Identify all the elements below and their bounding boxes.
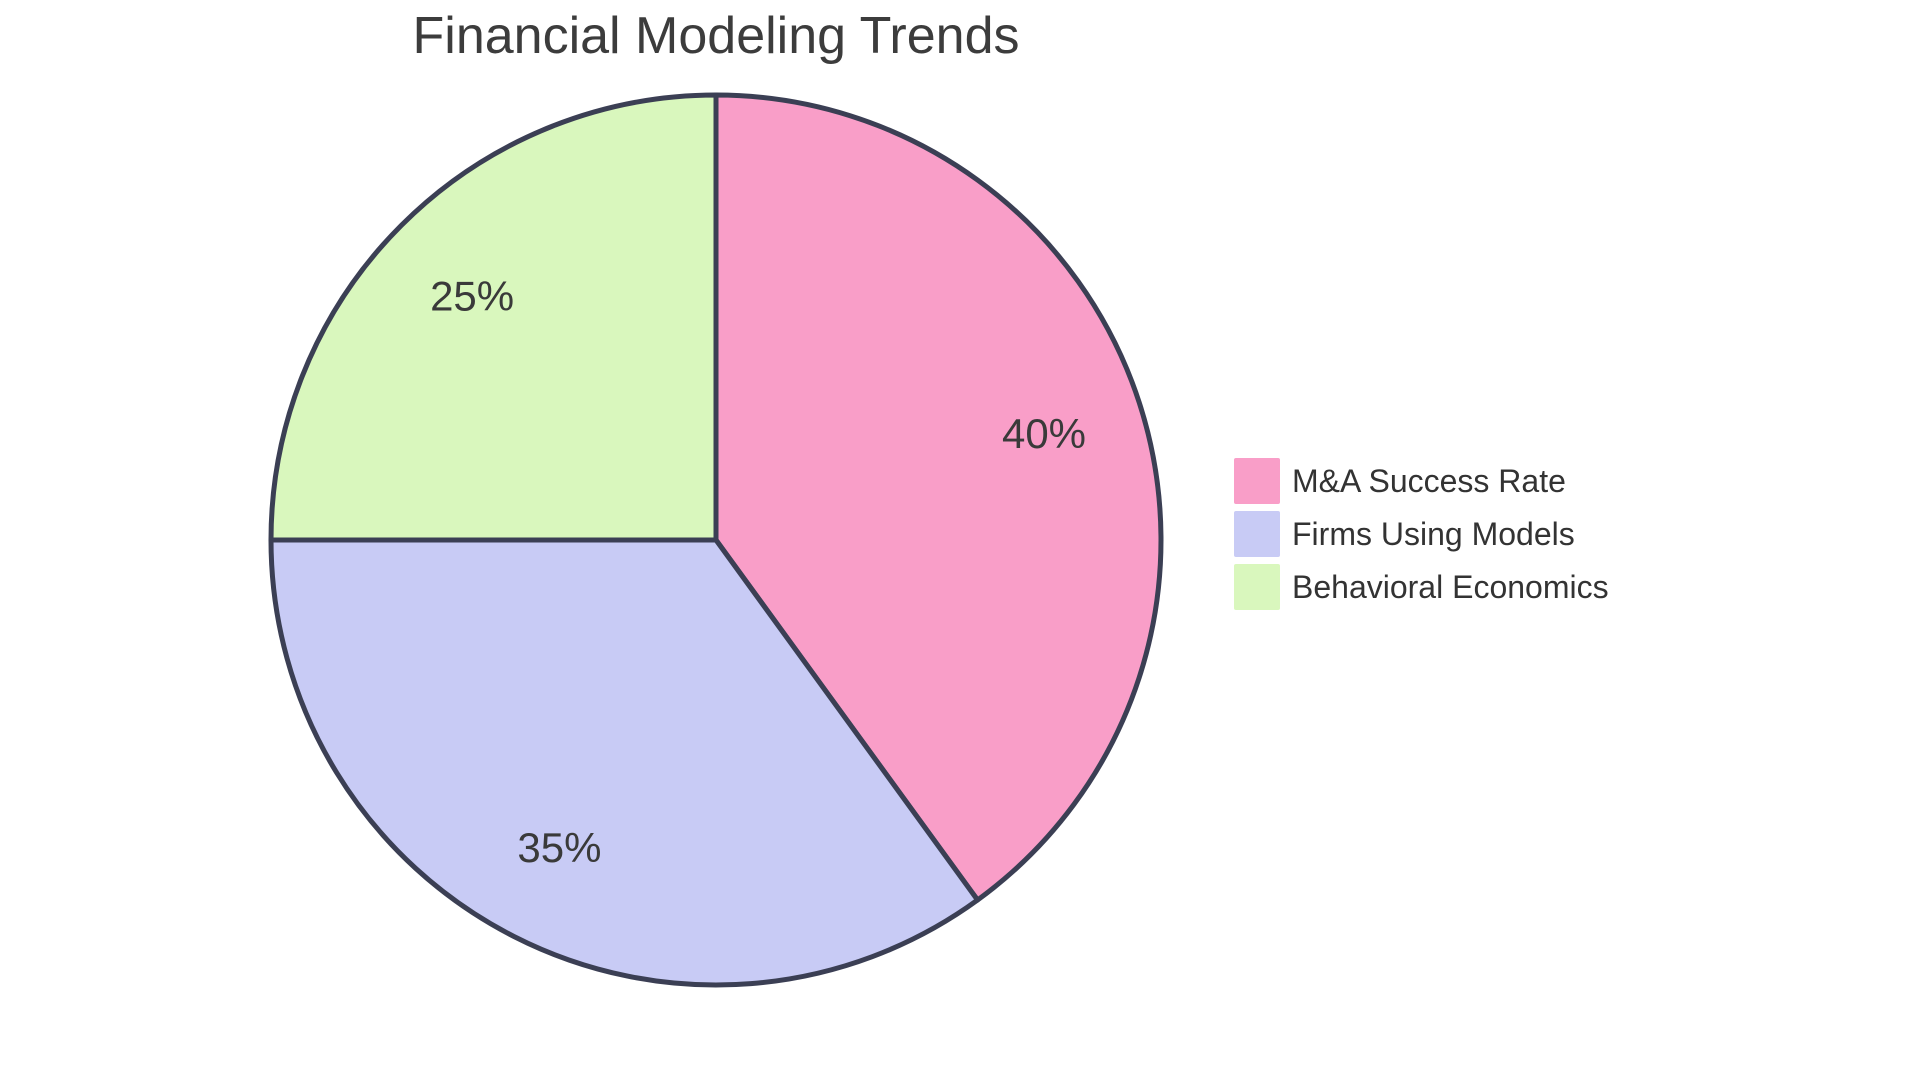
slice-percent-label: 25% [430,273,514,320]
legend: M&A Success Rate Firms Using Models Beha… [1234,458,1609,617]
pie-slice-2[interactable] [268,537,981,988]
legend-item-behavioral-economics[interactable]: Behavioral Economics [1234,564,1609,610]
slice-percent-label: 35% [517,824,601,871]
legend-label: M&A Success Rate [1292,462,1566,499]
legend-label: Behavioral Economics [1292,568,1609,605]
legend-swatch [1234,458,1280,504]
legend-swatch [1234,564,1280,610]
legend-item-firms-using-models[interactable]: Firms Using Models [1234,511,1609,557]
legend-label: Firms Using Models [1292,515,1575,552]
legend-swatch [1234,511,1280,557]
chart-title: Financial Modeling Trends [412,7,1020,65]
legend-item-ma-success-rate[interactable]: M&A Success Rate [1234,458,1609,504]
pie-slice-1[interactable] [713,92,1164,903]
slice-percent-label: 40% [1002,410,1086,457]
pie-slice-3[interactable] [268,92,719,543]
